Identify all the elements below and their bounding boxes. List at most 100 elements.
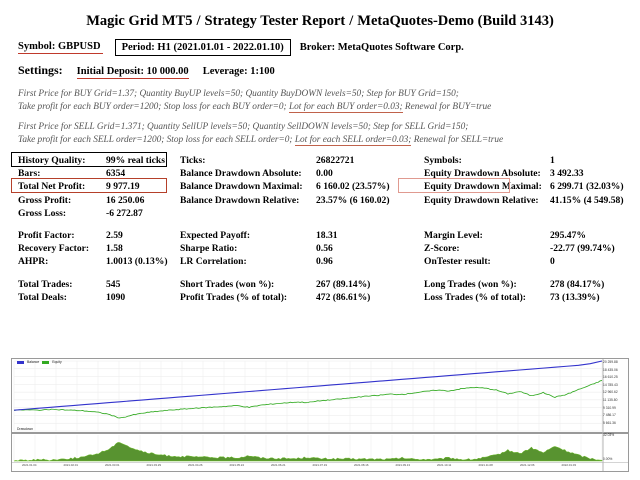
table-row: AHPR: 1.0013 (0.13%) LR Correlation: 0.9… (18, 255, 640, 268)
settings-label: Settings: (18, 63, 63, 77)
stat-label: Sharpe Ratio: (180, 243, 238, 255)
chart-legend: Balance Equity (17, 360, 62, 365)
stat-value: 0.56 (316, 243, 333, 255)
y-axis-tick-label: 5 661.36 (603, 420, 616, 425)
x-axis-tick-label: 2021.03.01 (105, 463, 120, 467)
statistics-table: History Quality: 99% real ticks Ticks: 2… (0, 151, 640, 304)
sell-parameters: First Price for SELL Grid=1.371; Quantit… (18, 121, 640, 146)
x-axis-tick-label: 2021.01.04 (22, 463, 37, 467)
title-report-kind: Strategy Tester Report (204, 13, 346, 29)
stat-label: Balance Drawdown Maximal: (180, 181, 303, 193)
table-row: Bars: 6354 Balance Drawdown Absolute: 0.… (18, 167, 640, 180)
stat-value: 23.57% (6 160.02) (316, 194, 390, 206)
stat-value: 6 160.02 (23.57%) (316, 181, 390, 193)
stat-label: Equity Drawdown Relative: (424, 194, 539, 206)
buy-parameters-line-1: First Price for BUY Grid=1.37; Quantity … (18, 89, 459, 99)
sell-line2-part-b: Renewal for SELL=true (411, 134, 504, 145)
stat-label: Bars: (18, 168, 41, 180)
title-ea-name: Magic Grid MT5 (86, 13, 193, 29)
input-parameters: First Price for BUY Grid=1.37; Quantity … (0, 88, 640, 146)
stat-label: Profit Factor: (18, 230, 75, 242)
y-axis-tick-label: 11 135.80 (603, 398, 618, 402)
table-row: Recovery Factor: 1.58 Sharpe Ratio: 0.56… (18, 242, 640, 255)
stat-value: 26822721 (316, 155, 355, 167)
x-axis-tick-label: 2021.02.01 (63, 463, 78, 467)
stat-value: 16 250.06 (106, 194, 145, 206)
stat-value: 545 (106, 278, 121, 290)
x-axis-tick-label: 2021.07.19 (312, 463, 327, 467)
stat-label: Balance Drawdown Relative: (180, 194, 300, 206)
stat-value: 0.96 (316, 256, 333, 268)
stat-label: Ticks: (180, 155, 206, 167)
x-axis-tick-label: 2021.12.06 (520, 463, 535, 467)
x-axis-tick-label: 2021.11.08 (478, 463, 493, 467)
x-axis-tick-label: 2021.03.29 (146, 463, 161, 467)
stat-value: -22.77 (99.74%) (550, 243, 615, 255)
table-row: Total Trades: 545 Short Trades (won %): … (18, 278, 640, 291)
legend-swatch-equity (42, 361, 50, 364)
stat-value: 1 (550, 155, 555, 167)
page-title: Magic Grid MT5/Strategy Tester Report / Me… (0, 0, 640, 30)
sell-parameters-line-1: First Price for SELL Grid=1.371; Quantit… (18, 122, 469, 132)
table-row: History Quality: 99% real ticks Ticks: 2… (18, 154, 640, 167)
stat-label: LR Correlation: (180, 256, 247, 268)
stat-label: Total Trades: (18, 278, 73, 290)
y-axis-tick-label: 18 435.06 (603, 367, 618, 372)
y-axis-tick-label: 9 310.99 (603, 405, 616, 410)
stat-label: Long Trades (won %): (424, 278, 517, 290)
stat-label: Equity Drawdown Maximal: (424, 181, 542, 193)
stat-value: 0 (550, 256, 555, 268)
y-axis-tick-label: 14 785.43 (603, 382, 618, 387)
stat-value: 6354 (106, 168, 126, 180)
table-row: Gross Loss: -6 272.87 (18, 207, 640, 220)
row-spacer (18, 269, 640, 278)
buy-parameters-line-2: Take profit for each BUY order=1200; Sto… (18, 101, 640, 114)
y-axis-tick-label: 7 486.17 (603, 413, 616, 418)
stat-value: 1.0013 (0.13%) (106, 256, 168, 268)
stat-label: Balance Drawdown Absolute: (180, 168, 302, 180)
stat-label: Profit Trades (% of total): (180, 291, 288, 303)
sell-parameters-line-2: Take profit for each SELL order=1200; St… (18, 134, 640, 147)
x-axis-tick-label: 2021.09.13 (395, 463, 410, 467)
stat-label: Z-Score: (424, 243, 460, 255)
buy-line2-part-b: Renewal for BUY=true (402, 101, 492, 112)
row-spacer (18, 220, 640, 229)
table-row: Total Deals: 1090 Profit Trades (% of to… (18, 291, 640, 304)
chart-inner: Balance Equity Drawdown 20 259.88 18 435.… (12, 359, 628, 471)
drawdown-axis-tick-label: 0.00% (603, 457, 613, 461)
x-axis-tick-label: 2021.04.26 (188, 463, 203, 467)
buy-lot-underlined: Lot for each BUY order=0.03; (288, 101, 403, 113)
stat-value: 295.47% (550, 230, 586, 242)
stat-label: Loss Trades (% of total): (424, 291, 526, 303)
stat-label: Gross Profit: (18, 194, 72, 206)
x-axis-tick-label: 2021.08.16 (354, 463, 369, 467)
symbol-period-broker-row: Symbol: GBPUSD Period: H1 (2021.01.01 - … (0, 39, 640, 56)
title-server: MetaQuotes-Demo (Build 3143) (357, 13, 554, 29)
legend-label-balance: Balance (27, 360, 40, 364)
initial-deposit-value: Initial Deposit: 10 000.00 (76, 66, 189, 79)
stat-value: 1.58 (106, 243, 123, 255)
x-axis-tick-label: 2021.05.24 (229, 463, 244, 467)
stat-label: OnTester result: (424, 256, 491, 268)
y-axis-tick-label: 16 610.25 (603, 375, 618, 380)
chart-x-axis: 2021.01.04 2021.02.01 2021.03.01 2021.03.29… (12, 462, 628, 471)
stat-label: Total Deals: (18, 291, 67, 303)
stat-value: 99% real ticks (106, 155, 165, 167)
period-box: Period: H1 (2021.01.01 - 2022.01.10) (114, 39, 291, 56)
y-axis-tick-label: 12 960.62 (603, 390, 618, 395)
stat-label: Recovery Factor: (18, 243, 90, 255)
symbol-label: Symbol: GBPUSD (18, 41, 103, 54)
title-separator-2: / (349, 13, 354, 29)
title-separator-1: / (196, 13, 201, 29)
table-row: Total Net Profit: 9 977.19 Balance Drawd… (18, 180, 640, 193)
stat-label: Margin Level: (424, 230, 483, 242)
x-axis-tick-label: 2021.06.21 (271, 463, 286, 467)
x-axis-tick-label: 2022.01.03 (561, 463, 576, 467)
chart-y-axis: 20 259.88 18 435.06 16 610.25 14 785.43 12 9… (601, 359, 627, 471)
chart-canvas (12, 359, 628, 471)
leverage-value: Leverage: 1:100 (202, 66, 275, 77)
settings-row: Settings: Initial Deposit: 10 000.00 Lev… (0, 63, 640, 79)
table-row: Profit Factor: 2.59 Expected Payoff: 18.… (18, 229, 640, 242)
stat-value: 18.31 (316, 230, 338, 242)
stat-value: 267 (89.14%) (316, 278, 371, 290)
